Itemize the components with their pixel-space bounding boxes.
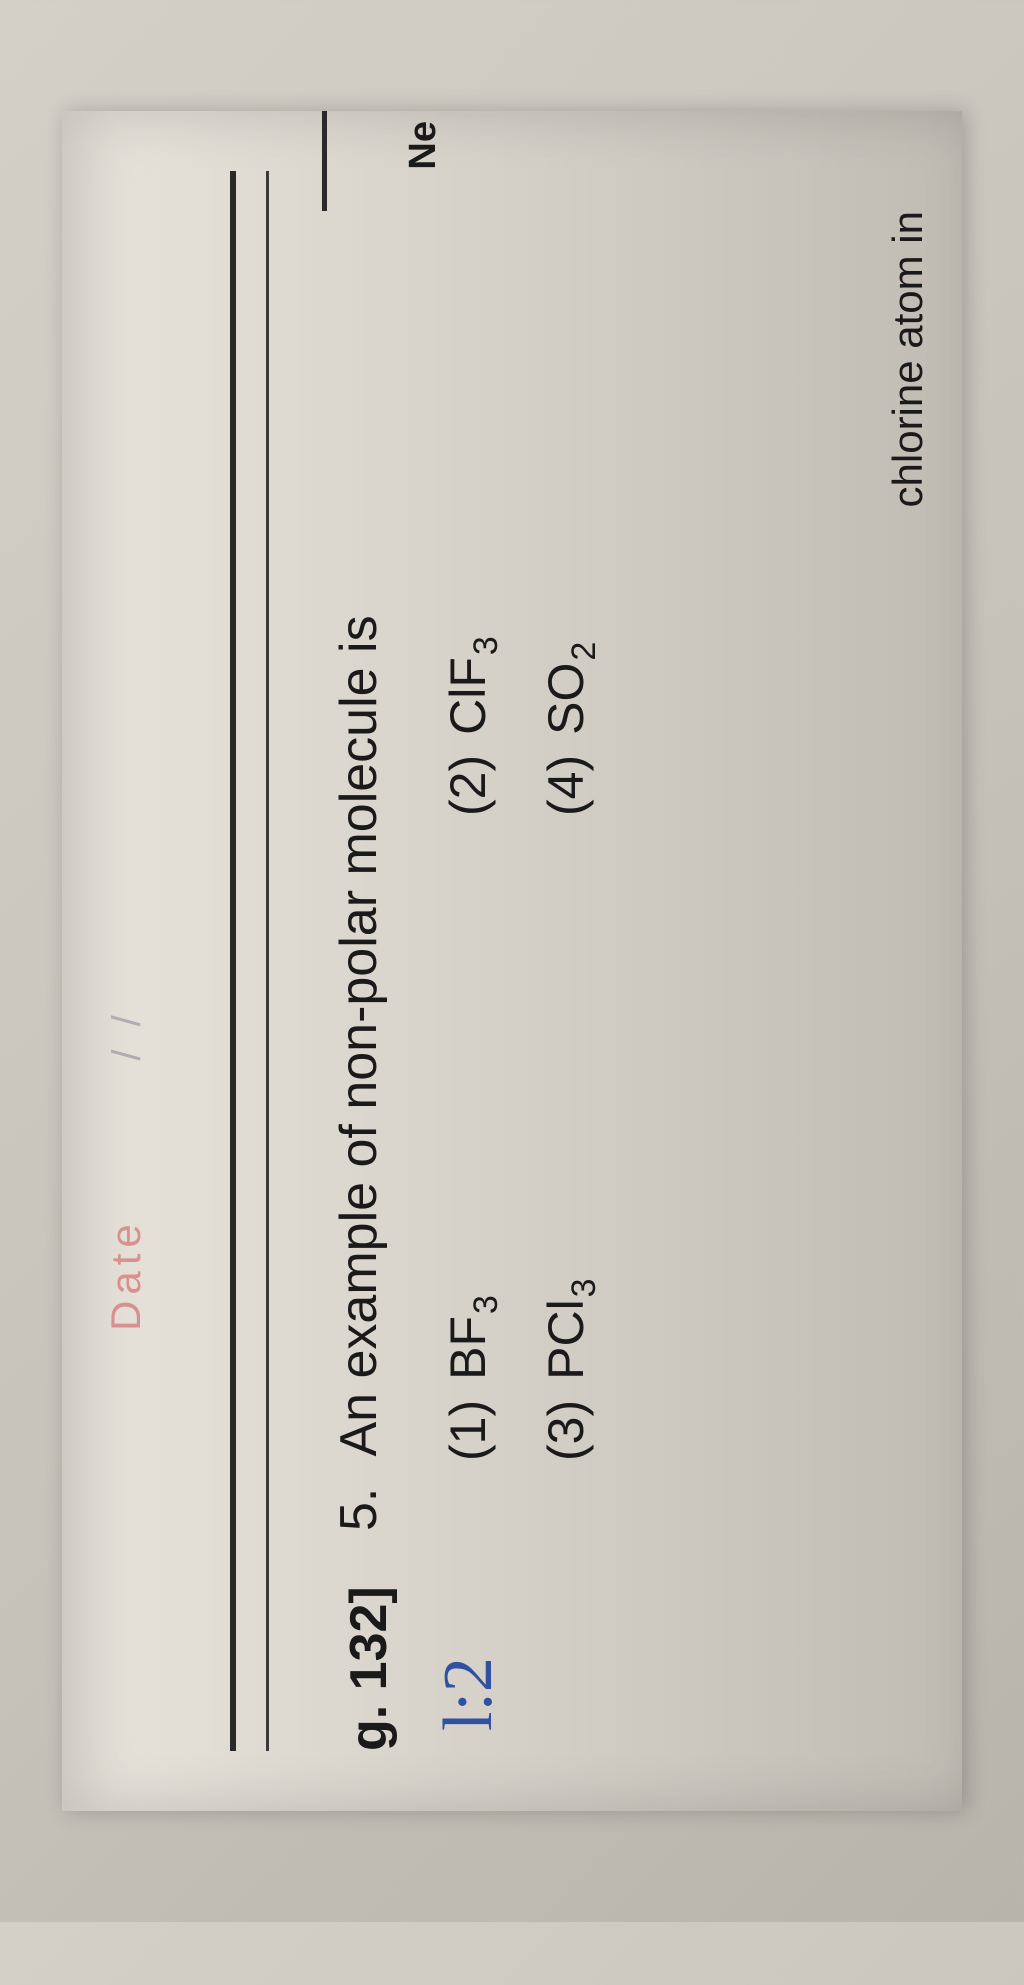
option-row-2: (3) PCl 3 (4) SO 2 [537, 171, 595, 1461]
option-3-num: (3) [537, 1400, 595, 1461]
option-2-formula: ClF 3 [439, 636, 497, 735]
option-2-num: (2) [439, 755, 497, 816]
date-slashes: / / [105, 1009, 149, 1060]
date-header: Date / / [102, 171, 150, 1331]
option-3: (3) PCl 3 [537, 816, 595, 1461]
option-3-formula: PCl 3 [537, 1278, 595, 1380]
question-content: 5. An example of non-polar molecule is (… [329, 171, 635, 1571]
left-margin-column: g. 132] l:2 [329, 1571, 509, 1751]
option-4-sub: 2 [565, 642, 604, 661]
option-1: (1) BF 3 [439, 816, 497, 1461]
option-1-num: (1) [439, 1400, 497, 1461]
option-3-sub: 3 [565, 1278, 604, 1297]
rotated-page-container: Date / / Ne g. 132] l:2 5. An example of… [0, 0, 1024, 1985]
option-1-sub: 3 [467, 1295, 506, 1314]
date-label: Date [102, 1218, 149, 1331]
question-number: 5. [329, 1461, 389, 1531]
option-3-main: PCl [537, 1299, 595, 1380]
divider-right-segment [322, 111, 327, 211]
option-1-main: BF [439, 1316, 497, 1380]
option-4-main: SO [537, 663, 595, 735]
margin-right-label: Ne [402, 121, 445, 170]
option-1-formula: BF 3 [439, 1295, 497, 1380]
bottom-cutoff-text: chlorine atom in [884, 211, 932, 507]
page-reference: g. 132] [339, 1571, 399, 1751]
options-grid: (1) BF 3 (2) ClF 3 [439, 171, 595, 1461]
option-4: (4) SO 2 [537, 171, 595, 816]
option-2-main: ClF [439, 657, 497, 735]
option-4-formula: SO 2 [537, 642, 595, 735]
option-row-1: (1) BF 3 (2) ClF 3 [439, 171, 497, 1461]
option-4-num: (4) [537, 755, 595, 816]
option-2-sub: 3 [467, 636, 506, 655]
paper-sheet: Date / / Ne g. 132] l:2 5. An example of… [62, 111, 962, 1811]
question-text: An example of non-polar molecule is [330, 615, 388, 1456]
divider-top [230, 171, 236, 1751]
handwritten-annotation: l:2 [429, 1571, 509, 1731]
option-2: (2) ClF 3 [439, 171, 497, 816]
question-block: g. 132] l:2 5. An example of non-polar m… [329, 171, 635, 1751]
question-line: 5. An example of non-polar molecule is [329, 171, 389, 1531]
divider-bottom [266, 171, 269, 1751]
